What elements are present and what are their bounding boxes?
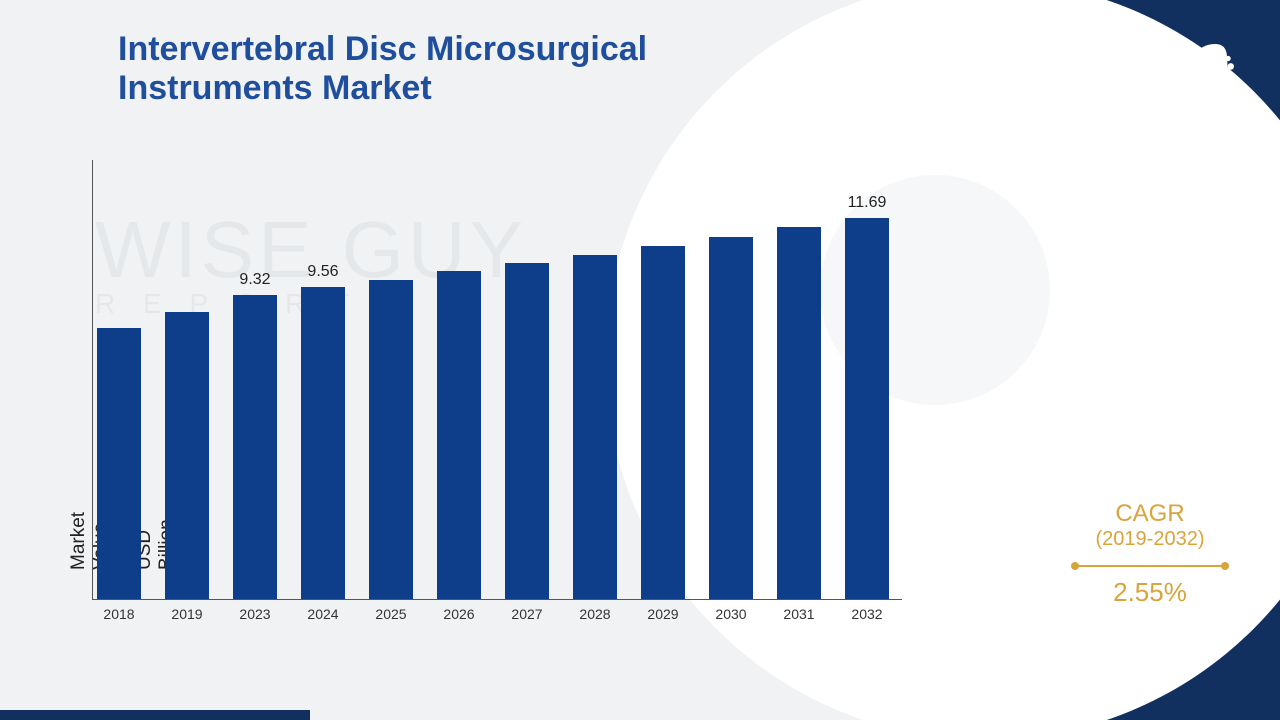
x-tick-2018: 2018 bbox=[103, 606, 134, 622]
bar-label-2024: 9.56 bbox=[307, 263, 338, 281]
bar-2025 bbox=[369, 280, 413, 599]
bar-label-2032: 11.69 bbox=[848, 194, 887, 212]
bar-2018 bbox=[97, 328, 141, 599]
head-profile-icon bbox=[1174, 40, 1240, 106]
cagr-value: 2.55% bbox=[1060, 577, 1240, 608]
cagr-range: (2019-2032) bbox=[1060, 528, 1240, 551]
bar-2019 bbox=[165, 312, 209, 599]
cagr-block: CAGR (2019-2032) 2.55% bbox=[1060, 500, 1240, 608]
x-tick-2025: 2025 bbox=[375, 606, 406, 622]
x-tick-2019: 2019 bbox=[171, 606, 202, 622]
bar-2026 bbox=[437, 271, 481, 599]
infographic-stage: WISE GUY R E P O R T S Intervertebral Di… bbox=[0, 0, 1280, 720]
logo-line-wise: WISE GUY bbox=[1002, 52, 1168, 82]
x-tick-2026: 2026 bbox=[443, 606, 474, 622]
x-tick-2032: 2032 bbox=[851, 606, 882, 622]
x-tick-2023: 2023 bbox=[239, 606, 270, 622]
bar-2028 bbox=[573, 255, 617, 600]
cagr-title: CAGR bbox=[1060, 500, 1240, 528]
x-tick-2029: 2029 bbox=[647, 606, 678, 622]
bar-2027 bbox=[505, 263, 549, 599]
bar-2023 bbox=[233, 295, 277, 599]
chart-title: Intervertebral Disc Microsurgical Instru… bbox=[118, 30, 838, 108]
logo-line-reports: R E P O R T S bbox=[1002, 82, 1168, 95]
bar-2029 bbox=[641, 246, 685, 599]
bar-2032 bbox=[845, 218, 889, 599]
x-tick-2028: 2028 bbox=[579, 606, 610, 622]
brand-logo: WISE GUY R E P O R T S bbox=[1002, 40, 1240, 106]
x-tick-2030: 2030 bbox=[715, 606, 746, 622]
bar-2030 bbox=[709, 237, 753, 599]
footer-accent-bar bbox=[0, 710, 310, 720]
x-tick-2027: 2027 bbox=[511, 606, 542, 622]
bar-2031 bbox=[777, 227, 821, 599]
x-tick-2031: 2031 bbox=[783, 606, 814, 622]
logo-text: WISE GUY R E P O R T S bbox=[1002, 52, 1168, 95]
bar-label-2023: 9.32 bbox=[239, 271, 270, 289]
bar-2024 bbox=[301, 287, 345, 599]
x-tick-2024: 2024 bbox=[307, 606, 338, 622]
plot-area: 2018201920239.3220249.562025202620272028… bbox=[92, 160, 902, 600]
cagr-divider-line bbox=[1075, 565, 1225, 567]
